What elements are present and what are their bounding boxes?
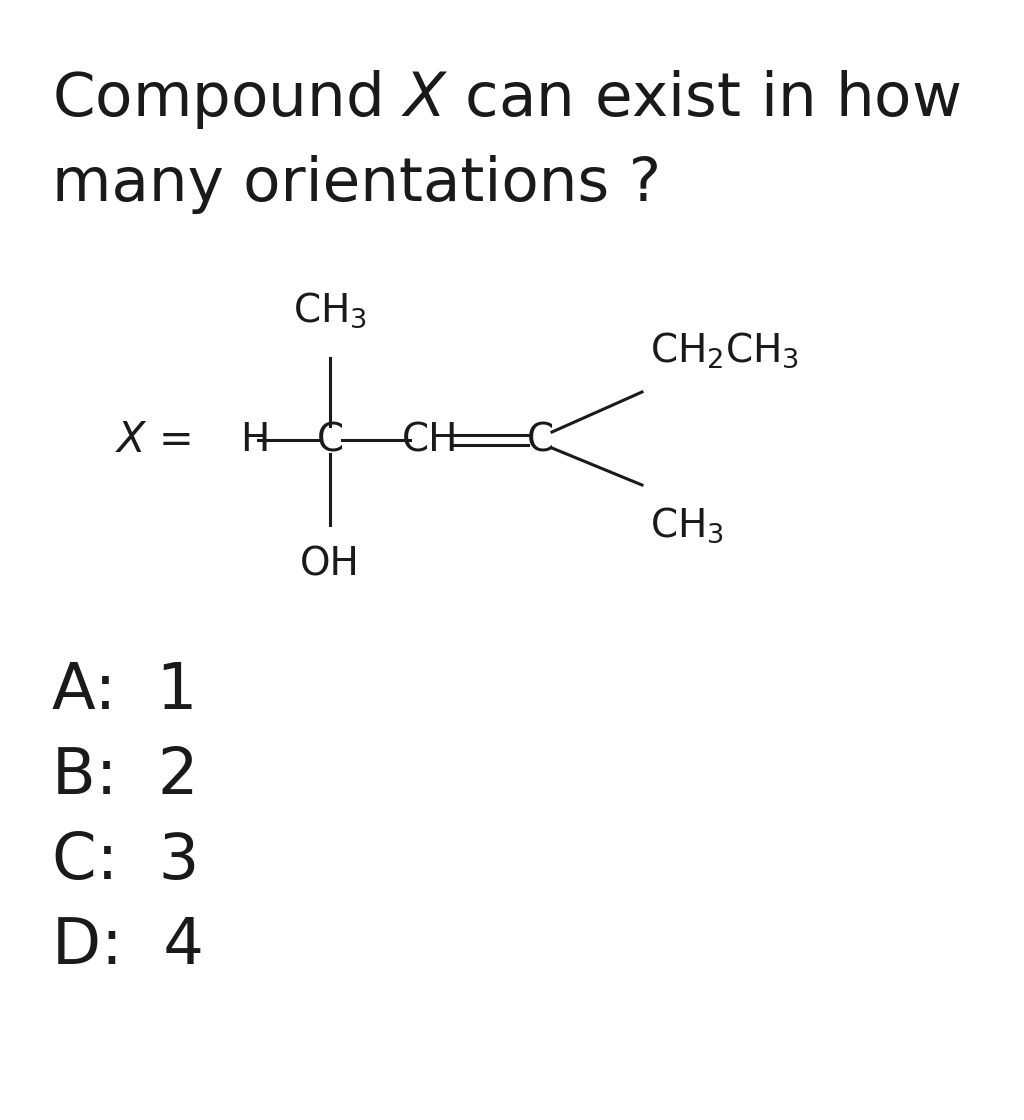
- Text: Compound $\mathit{X}$ can exist in how: Compound $\mathit{X}$ can exist in how: [52, 68, 961, 131]
- Text: H: H: [240, 421, 269, 459]
- Text: A:  1: A: 1: [52, 660, 198, 722]
- Text: OH: OH: [300, 545, 360, 584]
- Text: $\mathit{X}$ =: $\mathit{X}$ =: [115, 419, 190, 461]
- Text: many orientations ?: many orientations ?: [52, 155, 662, 214]
- Text: CH$_3$: CH$_3$: [293, 290, 367, 330]
- Text: B:  2: B: 2: [52, 745, 199, 808]
- Text: C: C: [526, 421, 554, 459]
- Text: CH: CH: [401, 421, 459, 459]
- Text: D:  4: D: 4: [52, 915, 204, 977]
- Text: C: C: [316, 421, 344, 459]
- Text: CH$_3$: CH$_3$: [650, 505, 724, 544]
- Text: C:  3: C: 3: [52, 830, 200, 892]
- Text: CH$_2$CH$_3$: CH$_2$CH$_3$: [650, 330, 799, 370]
